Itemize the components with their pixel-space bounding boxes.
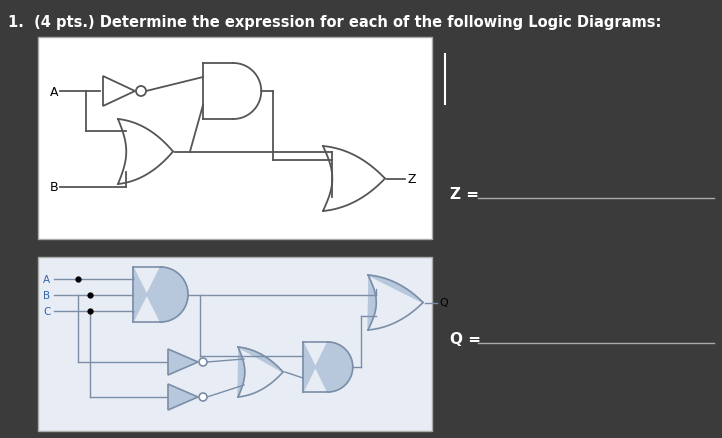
Text: B: B bbox=[43, 290, 50, 300]
Text: C: C bbox=[43, 306, 51, 316]
Polygon shape bbox=[303, 342, 353, 392]
Text: Q: Q bbox=[439, 298, 448, 308]
Polygon shape bbox=[323, 147, 385, 212]
Text: B: B bbox=[50, 181, 58, 194]
Text: Q =: Q = bbox=[450, 332, 481, 347]
Circle shape bbox=[199, 358, 207, 366]
Bar bbox=[38, 38, 432, 240]
Polygon shape bbox=[368, 276, 423, 330]
Bar bbox=[38, 258, 432, 431]
Polygon shape bbox=[168, 349, 198, 375]
Circle shape bbox=[199, 393, 207, 401]
Polygon shape bbox=[238, 347, 283, 397]
Polygon shape bbox=[168, 384, 198, 410]
Polygon shape bbox=[133, 267, 188, 322]
Polygon shape bbox=[203, 64, 261, 120]
Text: A: A bbox=[50, 85, 58, 98]
Text: 1.  (4 pts.) Determine the expression for each of the following Logic Diagrams:: 1. (4 pts.) Determine the expression for… bbox=[8, 15, 661, 30]
Text: Z =: Z = bbox=[450, 187, 479, 202]
Circle shape bbox=[136, 87, 146, 97]
Text: Z: Z bbox=[407, 173, 415, 186]
Text: A: A bbox=[43, 274, 50, 284]
Polygon shape bbox=[118, 120, 173, 184]
Polygon shape bbox=[103, 77, 135, 107]
